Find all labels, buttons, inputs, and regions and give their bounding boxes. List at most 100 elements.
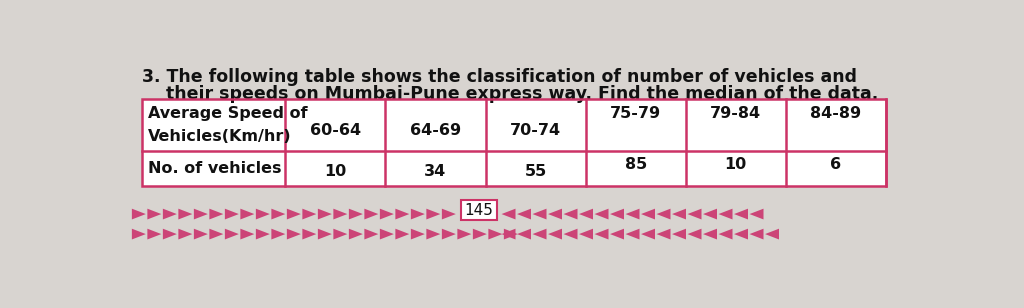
Polygon shape (734, 229, 748, 240)
Polygon shape (178, 209, 193, 219)
Polygon shape (317, 229, 332, 240)
Polygon shape (241, 229, 254, 240)
Polygon shape (595, 229, 608, 240)
Polygon shape (349, 209, 362, 219)
Polygon shape (687, 209, 701, 219)
Polygon shape (687, 229, 701, 240)
Polygon shape (719, 209, 732, 219)
Polygon shape (532, 209, 547, 219)
Polygon shape (209, 209, 223, 219)
Polygon shape (225, 209, 239, 219)
Text: 60-64: 60-64 (310, 124, 360, 138)
Text: 10: 10 (725, 157, 746, 172)
Polygon shape (334, 209, 347, 219)
Polygon shape (610, 209, 624, 219)
Polygon shape (750, 229, 764, 240)
Polygon shape (610, 229, 624, 240)
Polygon shape (595, 209, 608, 219)
Polygon shape (256, 209, 270, 219)
Polygon shape (641, 229, 655, 240)
Polygon shape (473, 229, 486, 240)
Polygon shape (750, 209, 764, 219)
Polygon shape (517, 229, 531, 240)
Polygon shape (703, 229, 717, 240)
Polygon shape (334, 229, 347, 240)
Polygon shape (317, 209, 332, 219)
Text: Average Speed of: Average Speed of (148, 106, 308, 121)
Polygon shape (256, 229, 270, 240)
Polygon shape (411, 209, 425, 219)
Text: 70-74: 70-74 (510, 124, 561, 138)
Text: their speeds on Mumbai-Pune express way. Find the median of the data.: their speeds on Mumbai-Pune express way.… (142, 85, 879, 103)
Text: 79-84: 79-84 (711, 106, 762, 121)
Polygon shape (504, 229, 518, 240)
Polygon shape (380, 209, 394, 219)
Polygon shape (365, 229, 378, 240)
Polygon shape (225, 229, 239, 240)
Polygon shape (502, 209, 515, 219)
Polygon shape (626, 209, 640, 219)
Text: 55: 55 (524, 164, 547, 179)
Polygon shape (349, 229, 362, 240)
Polygon shape (734, 209, 748, 219)
Text: 75-79: 75-79 (610, 106, 662, 121)
Polygon shape (656, 229, 671, 240)
Polygon shape (395, 229, 410, 240)
Polygon shape (563, 229, 578, 240)
Text: 6: 6 (830, 157, 842, 172)
Bar (142, 99, 886, 185)
Polygon shape (719, 229, 732, 240)
Polygon shape (548, 229, 562, 240)
Text: 84-89: 84-89 (810, 106, 861, 121)
Polygon shape (672, 229, 686, 240)
Text: 3. The following table shows the classification of number of vehicles and: 3. The following table shows the classif… (142, 68, 857, 86)
Text: 10: 10 (325, 164, 346, 179)
Text: 85: 85 (625, 157, 647, 172)
Polygon shape (626, 229, 640, 240)
Polygon shape (194, 209, 208, 219)
Polygon shape (194, 229, 208, 240)
Polygon shape (488, 229, 503, 240)
Polygon shape (672, 209, 686, 219)
Polygon shape (380, 229, 394, 240)
Bar (461, 200, 497, 220)
Polygon shape (502, 229, 515, 240)
Polygon shape (765, 229, 779, 240)
Polygon shape (442, 229, 456, 240)
Polygon shape (426, 229, 440, 240)
Polygon shape (147, 209, 162, 219)
Polygon shape (302, 209, 316, 219)
Polygon shape (563, 209, 578, 219)
Polygon shape (132, 229, 145, 240)
Polygon shape (163, 229, 177, 240)
Polygon shape (532, 229, 547, 240)
Polygon shape (641, 209, 655, 219)
Polygon shape (271, 229, 286, 240)
Polygon shape (395, 209, 410, 219)
Polygon shape (241, 209, 254, 219)
Polygon shape (147, 229, 162, 240)
Polygon shape (178, 229, 193, 240)
Polygon shape (458, 229, 471, 240)
Polygon shape (163, 209, 177, 219)
Polygon shape (209, 229, 223, 240)
Polygon shape (132, 209, 145, 219)
Polygon shape (517, 209, 531, 219)
Text: 64-69: 64-69 (410, 124, 461, 138)
Polygon shape (579, 209, 593, 219)
Polygon shape (302, 229, 316, 240)
Polygon shape (365, 209, 378, 219)
Polygon shape (442, 209, 456, 219)
Text: 145: 145 (465, 203, 494, 218)
Polygon shape (703, 209, 717, 219)
Polygon shape (426, 209, 440, 219)
Polygon shape (579, 229, 593, 240)
Text: No. of vehicles: No. of vehicles (148, 161, 282, 176)
Text: Vehicles(Km/hr): Vehicles(Km/hr) (148, 129, 292, 144)
Text: 34: 34 (424, 164, 446, 179)
Bar (142, 99, 886, 185)
Polygon shape (548, 209, 562, 219)
Polygon shape (656, 209, 671, 219)
Polygon shape (271, 209, 286, 219)
Polygon shape (411, 229, 425, 240)
